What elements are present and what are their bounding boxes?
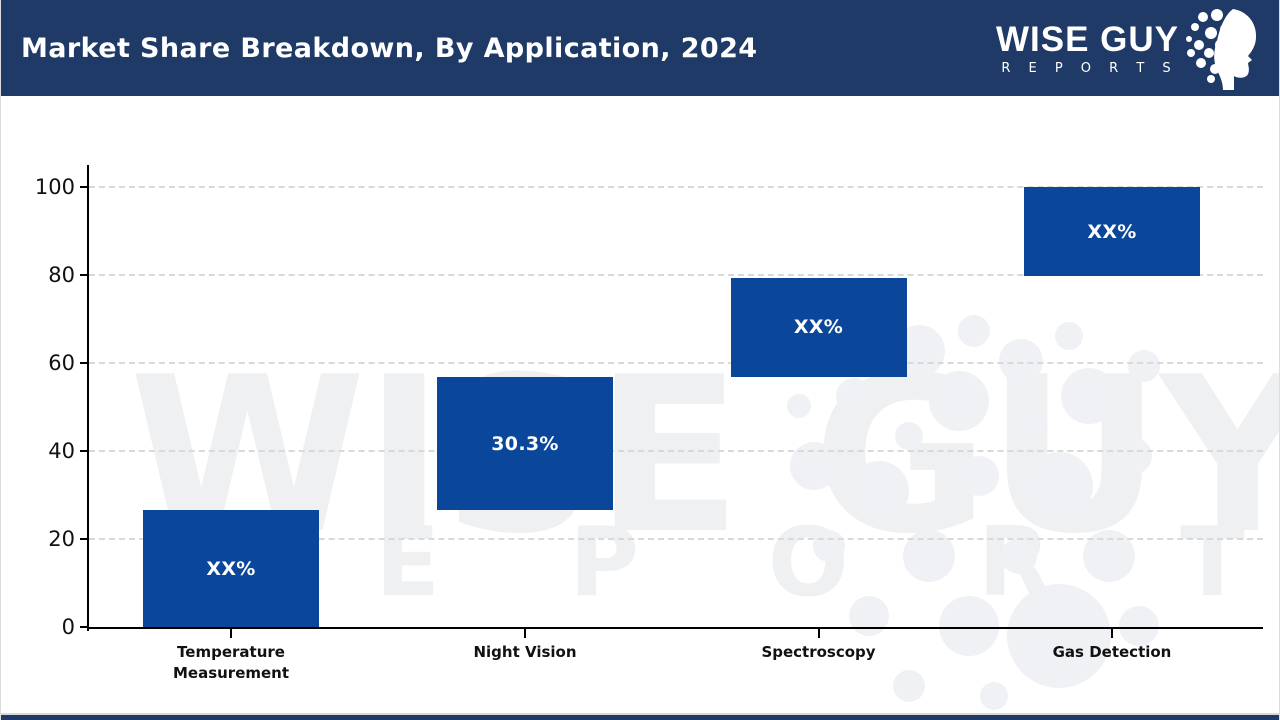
bar-night-vision: 30.3% (437, 377, 613, 511)
y-axis-tick-label: 60 (48, 351, 75, 375)
y-axis-tick-label: 100 (34, 175, 75, 199)
x-axis-category-label: Spectroscopy (761, 643, 876, 661)
y-axis-tick (80, 362, 89, 364)
x-axis-category-label: Night Vision (473, 643, 577, 661)
x-axis-category-label: Gas Detection (1052, 643, 1172, 661)
brand-logo: WISE GUY R E P O R T S (996, 5, 1259, 91)
y-axis-tick (80, 450, 89, 452)
logo-face-icon (1186, 9, 1257, 90)
y-axis-tick (80, 186, 89, 188)
logo-subtext: R E P O R T S (1001, 60, 1178, 76)
header: Market Share Breakdown, By Application, … (1, 0, 1279, 96)
x-axis-category-label: Temperature Measurement (172, 643, 290, 682)
bar-spectroscopy: XX% (730, 277, 907, 378)
y-axis-tick (80, 626, 89, 628)
bar-value-label: XX% (206, 557, 256, 580)
watermark-subtext: R E P O R T S (173, 508, 1279, 618)
gridline-60 (89, 362, 1263, 364)
gridline-80 (89, 274, 1263, 276)
x-axis-tick (524, 629, 526, 638)
footer-bar (1, 715, 1279, 720)
bar-value-label: 30.3% (491, 432, 559, 455)
gridline-40 (89, 450, 1263, 452)
y-axis-tick-label: 80 (48, 263, 75, 287)
x-axis-line (87, 627, 1263, 629)
bar-value-label: XX% (1087, 220, 1137, 243)
chart-area: WISE GUY R E P O R T S 020406080100XX%Te… (1, 96, 1279, 714)
x-axis-tick (230, 629, 232, 638)
y-axis-tick-label: 40 (48, 439, 75, 463)
brand-logo-text: WISE GUY R E P O R T S (996, 22, 1179, 75)
bar-value-label: XX% (793, 316, 844, 339)
logo-wordmark: WISE GUY (995, 19, 1179, 59)
bar-temperature-measurement: XX% (143, 510, 319, 627)
y-axis-line (87, 165, 89, 631)
gridline-100 (89, 186, 1263, 188)
x-axis-tick (1111, 629, 1113, 638)
y-axis-tick (80, 274, 89, 276)
y-axis-tick (80, 538, 89, 540)
y-axis-tick-label: 20 (48, 527, 75, 551)
y-axis-tick-label: 0 (61, 615, 75, 639)
bar-gas-detection: XX% (1024, 187, 1200, 277)
footer-divider (1, 713, 1279, 715)
gridline-20 (89, 538, 1263, 540)
page-title: Market Share Breakdown, By Application, … (21, 32, 758, 64)
x-axis-tick (817, 629, 820, 638)
